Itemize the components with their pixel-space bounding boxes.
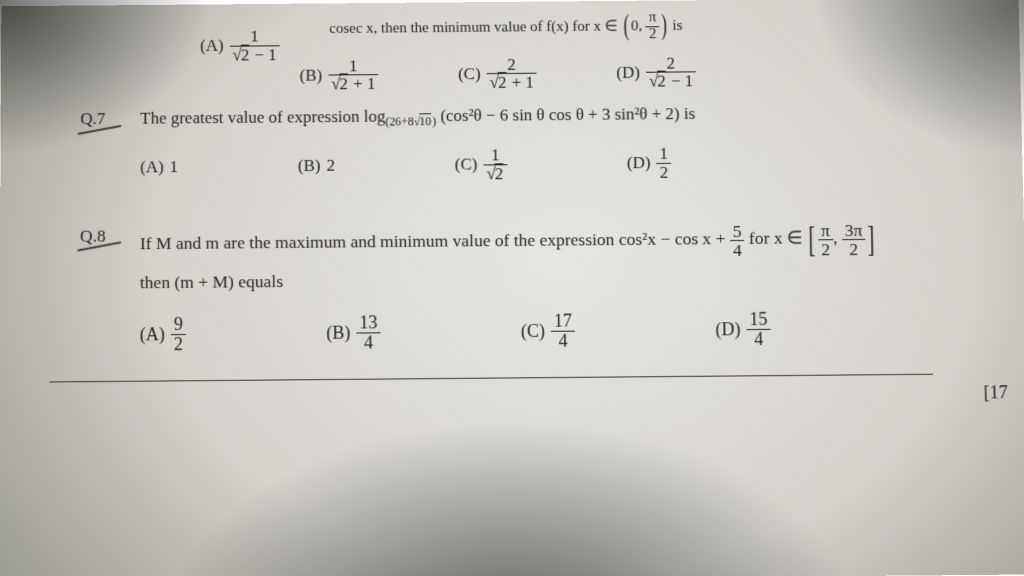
fraction: 1 √2	[483, 146, 507, 183]
exam-page: (A) 1 √2 − 1 cosec x, then the minimum v…	[0, 0, 1024, 576]
q7-text: The greatest value of expression log(26+…	[140, 104, 695, 131]
fraction: π 2	[818, 221, 834, 259]
option-label: (D)	[715, 319, 740, 340]
option-value: 1	[170, 157, 179, 177]
fraction: 2 √2 − 1	[646, 54, 697, 91]
q7-option-a: (A) 1	[140, 149, 178, 186]
fraction: 2 √2 + 1	[486, 55, 537, 92]
q6-option-c: (C) 2 √2 + 1	[458, 55, 537, 92]
option-label: (A)	[200, 36, 223, 56]
q6-partial-row: (A) 1 √2 − 1 cosec x, then the minimum v…	[81, 8, 981, 96]
q6-option-b: (B) 1 √2 + 1	[300, 57, 379, 94]
q8-text: If M and m are the maximum and minimum v…	[140, 219, 878, 301]
q7-options: (A) 1 (B) 2 (C) 1 √2 (D) 1 2	[140, 142, 983, 186]
option-label: (D)	[616, 63, 640, 83]
q6-option-a: (A) 1 √2 − 1	[200, 28, 280, 65]
option-label: (C)	[521, 321, 545, 342]
q8-options: (A) 9 2 (B) 13 4 (C) 17 4 (D) 15 4	[140, 308, 987, 354]
option-label: (B)	[326, 322, 350, 343]
option-label: (C)	[455, 155, 478, 175]
divider	[49, 374, 933, 383]
option-label: (C)	[458, 64, 481, 84]
fraction: 1 √2 − 1	[229, 28, 279, 65]
fraction: 9 2	[171, 315, 186, 354]
q8-option-b: (B) 13 4	[326, 313, 380, 352]
fraction: 5 4	[730, 222, 745, 260]
q8-number: Q.8	[80, 226, 140, 248]
page-number: [17	[79, 382, 1008, 411]
q8-text-line2: then (m + M) equals	[140, 258, 878, 301]
fraction: 1 2	[656, 145, 671, 182]
q8: Q.8 If M and m are the maximum and minim…	[80, 218, 986, 302]
fraction: π 2	[646, 10, 660, 42]
q6-option-d: (D) 2 √2 − 1	[616, 54, 696, 91]
option-label: (A)	[140, 324, 165, 345]
fraction: 3π 2	[841, 220, 865, 258]
q6-prompt-tail: cosec x, then the minimum value of f(x) …	[329, 8, 979, 46]
q7-option-b: (B) 2	[298, 148, 335, 185]
fraction: 13 4	[356, 313, 380, 352]
fraction: 1 √2 + 1	[328, 57, 378, 94]
q7: Q.7 The greatest value of expression log…	[80, 102, 981, 132]
fraction: 17 4	[551, 312, 575, 351]
q6-options-bcd: (B) 1 √2 + 1 (C) 2 √2 + 1 (D)	[300, 52, 981, 94]
fraction: 15 4	[746, 310, 771, 349]
option-value: 2	[327, 156, 336, 176]
q8-option-a: (A) 9 2	[140, 315, 186, 354]
option-label: (D)	[627, 153, 651, 173]
q8-option-d: (D) 15 4	[715, 310, 771, 349]
option-label: (A)	[140, 157, 164, 177]
q6-rest: cosec x, then the minimum value of f(x) …	[299, 8, 980, 94]
q8-option-c: (C) 17 4	[521, 312, 576, 351]
q7-option-c: (C) 1 √2	[455, 146, 508, 183]
q7-option-d: (D) 1 2	[627, 145, 671, 182]
option-label: (B)	[300, 66, 323, 86]
q7-number: Q.7	[80, 109, 140, 129]
option-label: (B)	[298, 156, 321, 176]
